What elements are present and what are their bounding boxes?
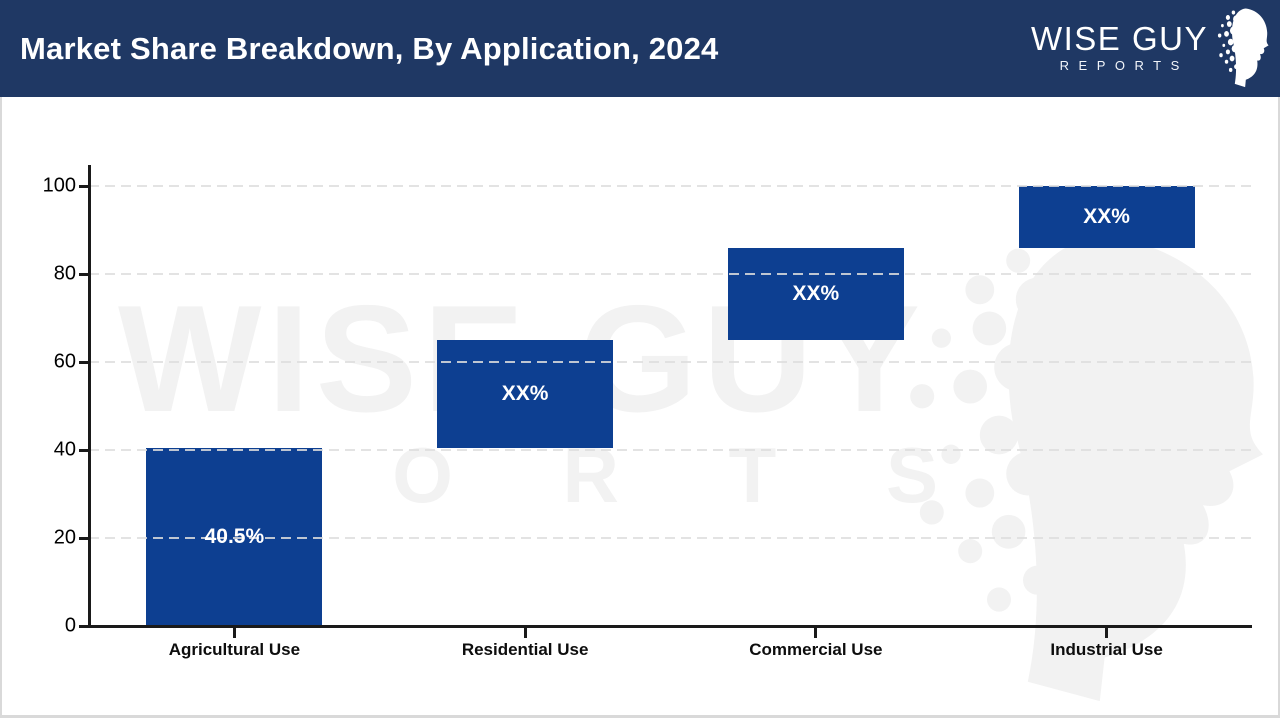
bar-value-label: XX%	[1083, 204, 1130, 228]
y-axis-line	[87, 165, 91, 628]
bar-value-label: 40.5%	[204, 524, 265, 548]
brand-logo: WISE GUY REPORTS	[1031, 6, 1272, 88]
x-axis-category-label: Industrial Use	[1050, 640, 1163, 659]
header: Market Share Breakdown, By Application, …	[0, 0, 1280, 97]
y-axis-tick-label: 40	[53, 438, 76, 461]
y-axis-tick	[79, 184, 89, 188]
y-axis-tick	[79, 536, 89, 540]
y-axis-tick	[79, 448, 89, 452]
x-axis-tick	[232, 627, 236, 638]
y-axis-tick-label: 100	[42, 174, 76, 197]
bar-segment[interactable]	[146, 447, 323, 626]
bar-value-label: XX%	[501, 381, 549, 405]
y-axis-tick-label: 60	[53, 350, 76, 373]
brand-subname: REPORTS	[1059, 58, 1189, 74]
brand-name: WISE GUY	[1030, 19, 1208, 57]
x-axis-category-label: Residential Use	[461, 640, 589, 659]
y-axis-tick-label: 20	[53, 526, 76, 549]
bar-segment[interactable]	[437, 340, 614, 448]
brand-text: WISE GUY REPORTS	[1030, 19, 1208, 74]
y-axis-tick	[79, 272, 89, 276]
x-axis-line	[87, 624, 1252, 628]
watermark-face-icon	[910, 236, 1263, 702]
brand-face-icon	[1217, 8, 1269, 88]
y-axis-tick	[79, 360, 89, 364]
bar-segment[interactable]	[1018, 186, 1195, 248]
bar-value-label: XX%	[792, 281, 840, 305]
chart-card: WISE GUY P O R T S 0 20 40 60 80 100 40.5% Agri…	[0, 97, 1280, 718]
x-axis-tick	[1105, 627, 1109, 638]
x-axis-tick	[814, 627, 818, 638]
y-axis-tick	[79, 624, 89, 628]
y-axis-tick-label: 80	[53, 262, 76, 285]
page-title: Market Share Breakdown, By Application, …	[20, 30, 719, 66]
x-axis-tick	[523, 627, 527, 638]
x-axis-category-label: Agricultural Use	[168, 640, 301, 659]
y-axis-tick-label: 0	[64, 614, 76, 637]
x-axis-category-label: Commercial Use	[749, 640, 883, 659]
bar-segment[interactable]	[727, 247, 904, 340]
